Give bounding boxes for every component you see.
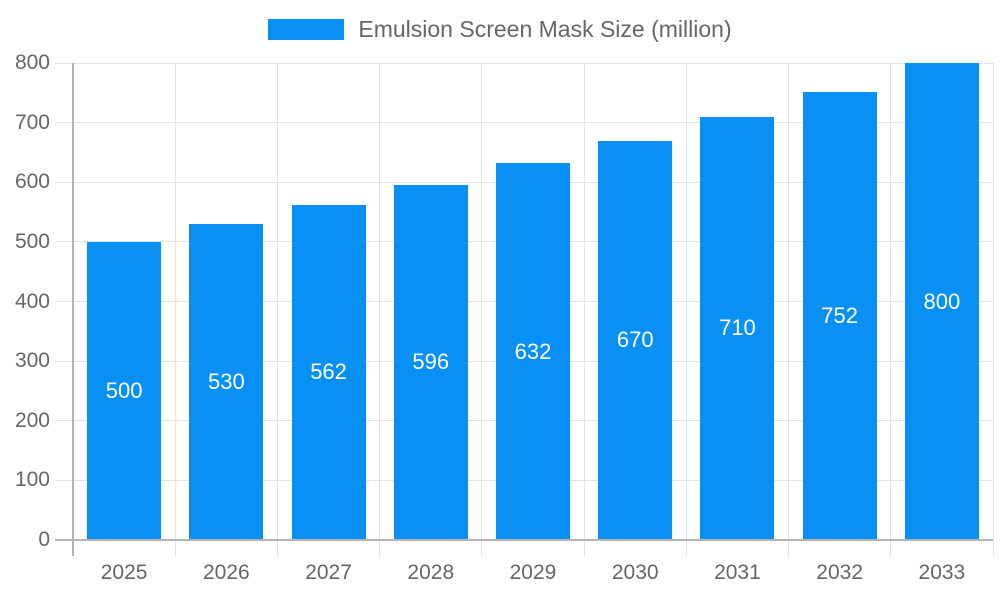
bar: 752 [802, 91, 877, 540]
y-axis-line [72, 63, 74, 556]
legend-swatch [268, 19, 345, 40]
bar: 500 [87, 241, 162, 540]
v-gridline [788, 63, 790, 556]
bar: 530 [189, 223, 264, 540]
bar-value-label: 500 [105, 377, 143, 403]
y-tick-label: 100 [14, 468, 50, 492]
bar-value-label: 800 [923, 288, 961, 314]
v-gridline [379, 63, 381, 556]
y-tick-label: 0 [38, 528, 50, 551]
bar: 596 [393, 184, 468, 540]
x-tick-label: 2025 [100, 561, 148, 584]
bar-value-label: 710 [719, 315, 756, 341]
x-tick-label: 2033 [918, 561, 966, 584]
x-tick-label: 2032 [816, 561, 864, 584]
bar-value-label: 670 [616, 327, 654, 353]
y-tick-label: 800 [14, 51, 50, 74]
bar-value-label: 752 [821, 302, 859, 328]
h-gridline [55, 62, 993, 64]
h-gridline [55, 122, 993, 124]
y-tick-label: 600 [14, 170, 50, 194]
v-gridline [276, 63, 278, 556]
bar-value-label: 530 [207, 368, 245, 394]
y-tick-label: 400 [14, 289, 50, 313]
bar-value-label: 632 [514, 338, 552, 364]
bar: 710 [700, 116, 775, 540]
legend: Emulsion Screen Mask Size (million) [0, 18, 1000, 41]
y-tick-label: 200 [14, 408, 50, 432]
y-tick-label: 700 [14, 110, 50, 134]
x-tick-label: 2029 [509, 561, 557, 584]
v-gridline [685, 63, 687, 556]
x-tick-label: 2028 [407, 561, 455, 584]
bar-value-label: 596 [412, 349, 450, 375]
x-tick-label: 2027 [305, 561, 352, 584]
x-axis-line [55, 539, 993, 541]
bar: 632 [496, 163, 570, 540]
v-gridline [992, 63, 994, 556]
bar: 800 [904, 63, 979, 540]
bar: 562 [291, 204, 366, 540]
v-gridline [583, 63, 585, 556]
v-gridline [174, 63, 176, 556]
y-tick-label: 300 [14, 349, 50, 373]
v-gridline [890, 63, 892, 556]
x-tick-label: 2030 [611, 561, 659, 584]
bar-value-label: 562 [310, 359, 347, 385]
x-tick-label: 2026 [202, 561, 250, 584]
v-gridline [481, 63, 483, 556]
y-tick-label: 500 [14, 229, 50, 253]
legend-label: Emulsion Screen Mask Size (million) [358, 16, 732, 42]
x-tick-label: 2031 [714, 561, 761, 584]
bar: 670 [598, 140, 673, 540]
